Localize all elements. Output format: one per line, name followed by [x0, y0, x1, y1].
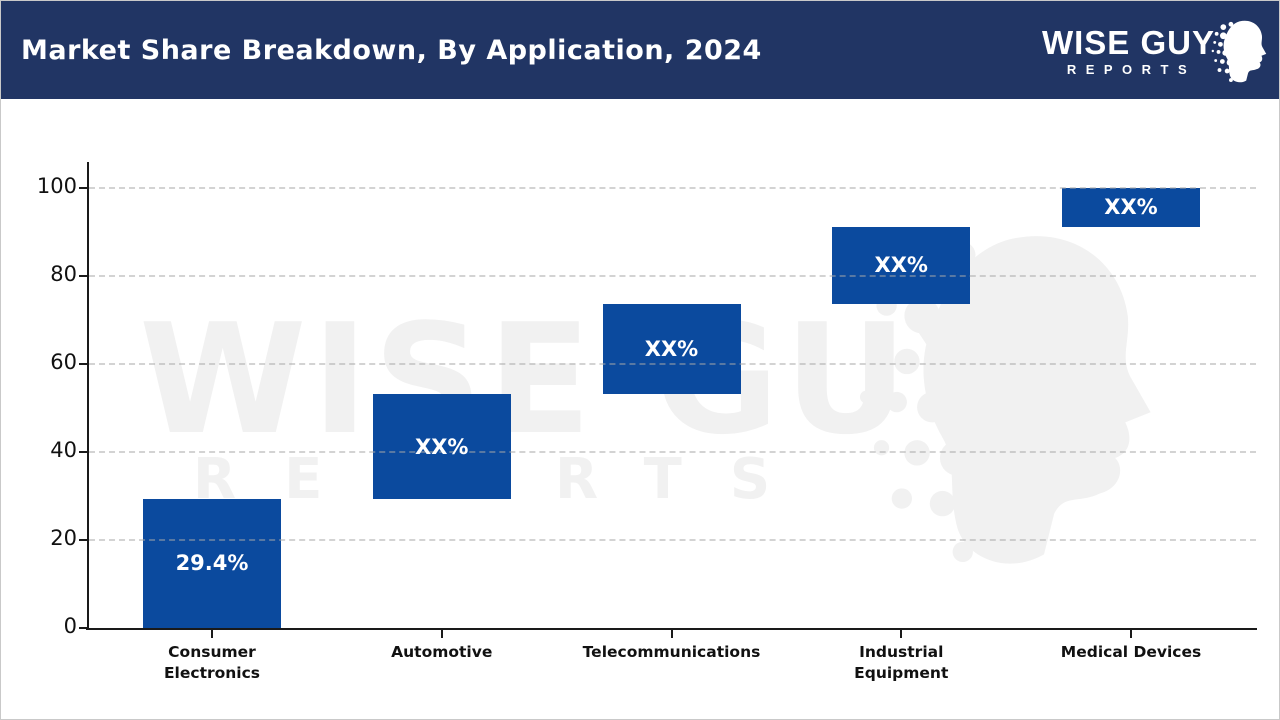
- y-axis: [87, 162, 89, 630]
- gridline: [89, 363, 1256, 365]
- y-axis-tick-label: 20: [50, 526, 77, 550]
- y-axis-tick: [79, 627, 87, 629]
- bar-value-label: XX%: [415, 434, 469, 459]
- y-axis-tick-label: 40: [50, 438, 77, 462]
- watermark-wordmark: WISE GUY: [139, 291, 1028, 468]
- y-axis-tick: [79, 363, 87, 365]
- gridline: [89, 539, 1256, 541]
- logo-subtitle: REPORTS: [1066, 62, 1197, 77]
- waterfall-bar: [832, 226, 971, 305]
- y-axis-tick: [79, 187, 87, 189]
- x-axis: [86, 628, 1257, 630]
- y-axis-tick: [79, 539, 87, 541]
- y-axis-tick-label: 60: [50, 350, 77, 374]
- logo-text: WISE GUY REPORTS: [1041, 24, 1215, 78]
- gridline: [89, 187, 1256, 189]
- head-dots-icon: [1211, 20, 1267, 83]
- gridline: [89, 451, 1256, 453]
- x-axis-tick: [900, 630, 903, 638]
- x-axis-tick: [211, 630, 213, 638]
- x-axis-tick: [670, 630, 673, 638]
- y-axis-tick: [79, 451, 87, 453]
- bar-value-label: XX%: [874, 253, 928, 278]
- waterfall-bar: [602, 304, 741, 395]
- page-title: Market Share Breakdown, By Application, …: [21, 34, 762, 66]
- header-banner: Market Share Breakdown, By Application, …: [1, 1, 1279, 99]
- bar-value-label: XX%: [1104, 195, 1158, 220]
- y-axis-tick-label: 80: [50, 262, 77, 286]
- x-axis-category-label: Automotive: [391, 643, 493, 661]
- bar-value-label: 29.4%: [175, 551, 249, 576]
- logo-wordmark: WISE GUY: [1041, 24, 1215, 61]
- waterfall-bar: [143, 498, 281, 628]
- wise-guy-logo: WISE GUY REPORTS: [1042, 7, 1271, 95]
- waterfall-bar: [1062, 188, 1200, 227]
- bar-value-label: XX%: [644, 337, 699, 362]
- x-axis-tick: [440, 630, 443, 638]
- chart-plot-area: WISE GUY REPORTS 02040608010029.4%Consum…: [1, 99, 1279, 719]
- x-axis-category-label: Telecommunications: [582, 643, 761, 661]
- x-axis-tick: [1130, 630, 1132, 638]
- gridline: [89, 275, 1256, 277]
- y-axis-tick: [79, 275, 87, 277]
- waterfall-bar: [372, 394, 511, 499]
- x-axis-category-label: Industrial Equipment: [854, 643, 949, 682]
- x-axis-category-label: Consumer Electronics: [163, 643, 261, 682]
- x-axis-category-label: Medical Devices: [1060, 643, 1202, 661]
- y-axis-tick-label: 100: [36, 174, 77, 198]
- y-axis-tick-label: 0: [63, 614, 77, 638]
- head-dots-watermark-icon: [859, 236, 1151, 564]
